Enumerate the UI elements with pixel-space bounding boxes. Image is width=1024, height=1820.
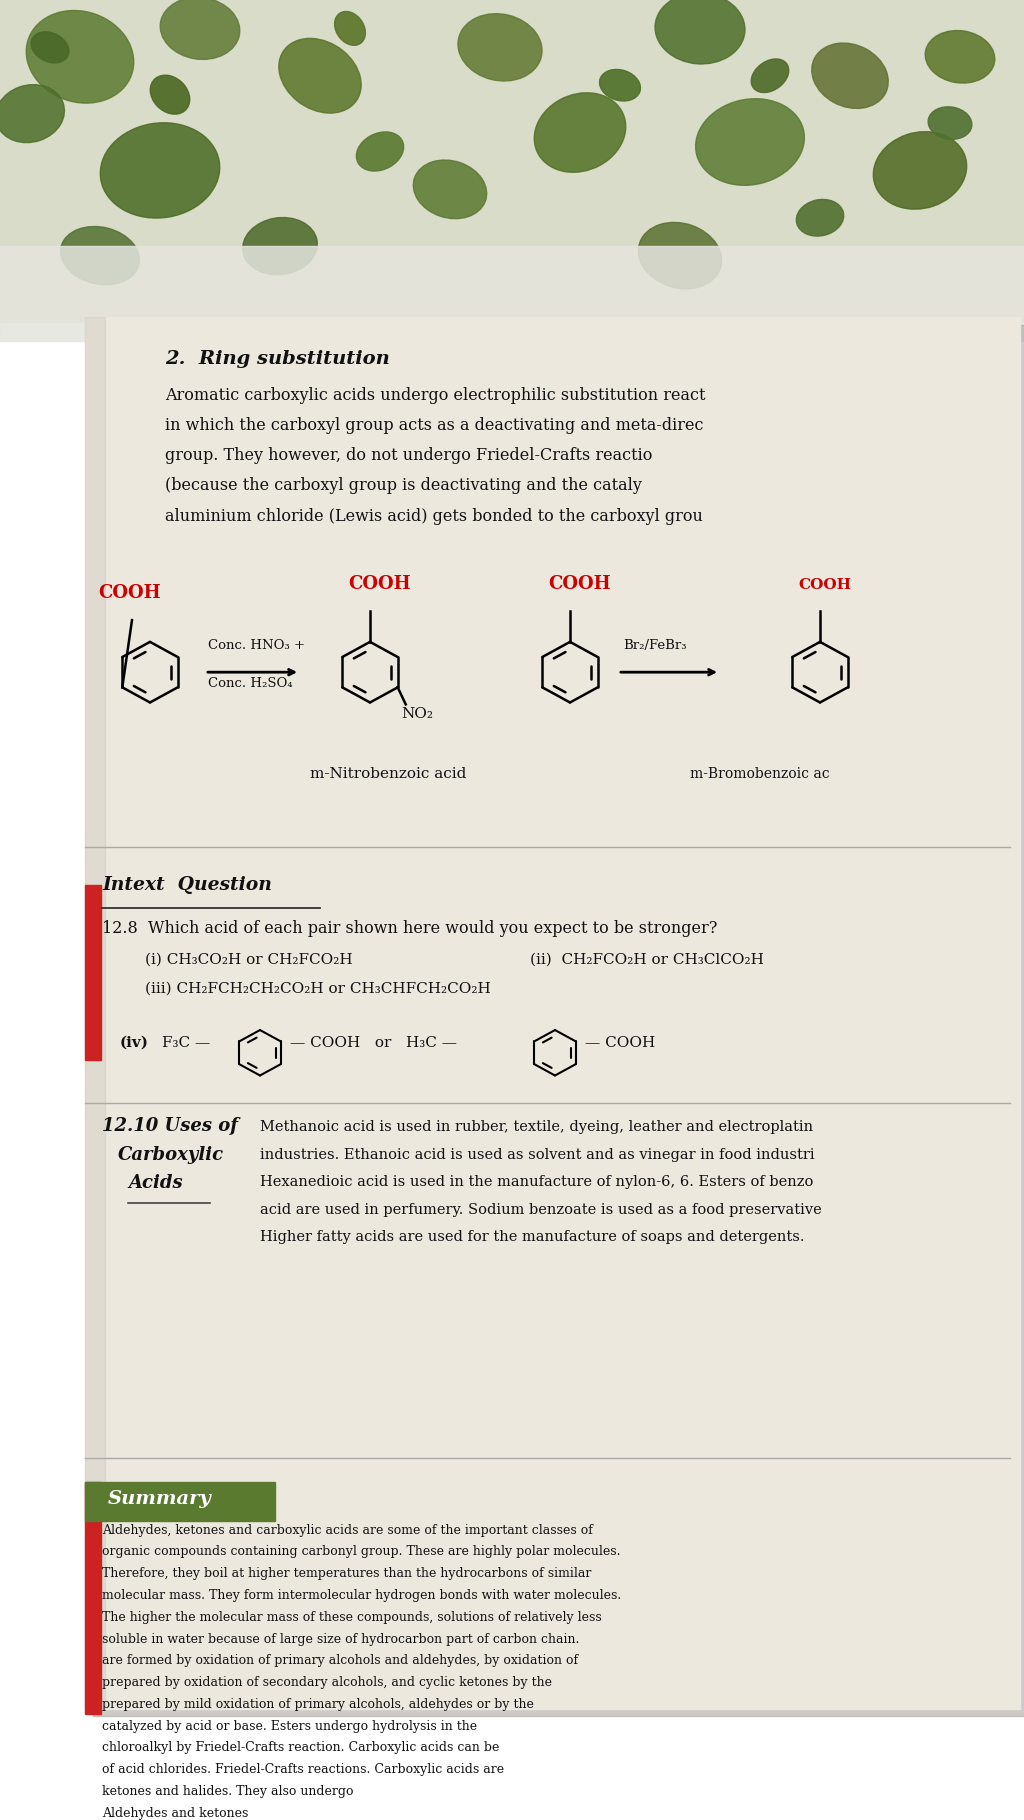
Text: (iv): (iv) xyxy=(120,1036,150,1050)
Bar xyxy=(85,1481,101,1714)
Text: Conc. H₂SO₄: Conc. H₂SO₄ xyxy=(208,677,293,690)
Text: COOH: COOH xyxy=(98,584,161,602)
Text: organic compounds containing carbonyl group. These are highly polar molecules.: organic compounds containing carbonyl gr… xyxy=(102,1545,621,1558)
Ellipse shape xyxy=(752,58,788,93)
Text: Br₂/FeBr₃: Br₂/FeBr₃ xyxy=(623,639,686,652)
Text: m-Bromobenzoic ac: m-Bromobenzoic ac xyxy=(690,768,829,781)
Ellipse shape xyxy=(812,44,888,109)
Text: Conc. HNO₃ +: Conc. HNO₃ + xyxy=(208,639,305,652)
Bar xyxy=(93,324,1024,1716)
Text: Methanoic acid is used in rubber, textile, dyeing, leather and electroplatin: Methanoic acid is used in rubber, textil… xyxy=(260,1121,813,1134)
Ellipse shape xyxy=(279,38,361,113)
Bar xyxy=(85,885,101,1061)
Text: in which the carboxyl group acts as a deactivating and meta-direc: in which the carboxyl group acts as a de… xyxy=(165,417,703,433)
Text: COOH: COOH xyxy=(798,579,851,592)
Text: Acids: Acids xyxy=(128,1174,182,1192)
Text: aluminium chloride (Lewis acid) gets bonded to the carboxyl grou: aluminium chloride (Lewis acid) gets bon… xyxy=(165,508,702,524)
Text: 12.10 Uses of: 12.10 Uses of xyxy=(102,1117,238,1136)
Text: COOH: COOH xyxy=(348,575,411,593)
Ellipse shape xyxy=(60,226,139,284)
Text: of acid chlorides. Friedel-Crafts reactions. Carboxylic acids are: of acid chlorides. Friedel-Crafts reacti… xyxy=(102,1764,504,1776)
Text: ketones and halides. They also undergo: ketones and halides. They also undergo xyxy=(102,1785,353,1798)
Ellipse shape xyxy=(655,0,744,64)
Text: Therefore, they boil at higher temperatures than the hydrocarbons of similar: Therefore, they boil at higher temperatu… xyxy=(102,1567,592,1580)
Ellipse shape xyxy=(335,11,366,46)
Text: Carboxylic: Carboxylic xyxy=(118,1147,224,1163)
Ellipse shape xyxy=(151,75,189,115)
Text: Aldehydes, ketones and carboxylic acids are some of the important classes of: Aldehydes, ketones and carboxylic acids … xyxy=(102,1523,593,1536)
Text: F₃C —: F₃C — xyxy=(162,1036,210,1050)
Text: group. They however, do not undergo Friedel-Crafts reactio: group. They however, do not undergo Frie… xyxy=(165,448,652,464)
Text: Aromatic carboxylic acids undergo electrophilic substitution react: Aromatic carboxylic acids undergo electr… xyxy=(165,386,706,404)
Text: industries. Ethanoic acid is used as solvent and as vinegar in food industri: industries. Ethanoic acid is used as sol… xyxy=(260,1148,815,1161)
Bar xyxy=(85,317,1020,1709)
Text: NO₂: NO₂ xyxy=(401,706,434,721)
Ellipse shape xyxy=(535,93,626,173)
Text: prepared by mild oxidation of primary alcohols, aldehydes or by the: prepared by mild oxidation of primary al… xyxy=(102,1698,534,1711)
Text: (iii) CH₂FCH₂CH₂CO₂H or CH₃CHFCH₂CO₂H: (iii) CH₂FCH₂CH₂CO₂H or CH₃CHFCH₂CO₂H xyxy=(145,981,490,996)
Text: (because the carboxyl group is deactivating and the cataly: (because the carboxyl group is deactivat… xyxy=(165,477,642,495)
Ellipse shape xyxy=(27,11,134,104)
Ellipse shape xyxy=(599,69,640,100)
Text: (i) CH₃CO₂H or CH₂FCO₂H: (i) CH₃CO₂H or CH₂FCO₂H xyxy=(145,954,352,966)
Text: — COOH: — COOH xyxy=(585,1036,655,1050)
Ellipse shape xyxy=(160,0,240,60)
Text: COOH: COOH xyxy=(548,575,610,593)
Text: Higher fatty acids are used for the manufacture of soaps and detergents.: Higher fatty acids are used for the manu… xyxy=(260,1230,805,1245)
Ellipse shape xyxy=(928,107,972,140)
Bar xyxy=(0,0,1024,322)
Text: acid are used in perfumery. Sodium benzoate is used as a food preservative: acid are used in perfumery. Sodium benzo… xyxy=(260,1203,821,1218)
Text: (ii)  CH₂FCO₂H or CH₃ClCO₂H: (ii) CH₂FCO₂H or CH₃ClCO₂H xyxy=(530,954,764,966)
Ellipse shape xyxy=(31,31,69,64)
Ellipse shape xyxy=(414,160,486,218)
Text: 2.  Ring substitution: 2. Ring substitution xyxy=(165,351,390,368)
Text: Summary: Summary xyxy=(108,1491,212,1509)
Bar xyxy=(0,246,1024,340)
Text: m-Nitrobenzoic acid: m-Nitrobenzoic acid xyxy=(310,768,466,781)
Ellipse shape xyxy=(797,200,844,237)
Ellipse shape xyxy=(100,122,220,218)
Text: are formed by oxidation of primary alcohols and aldehydes, by oxidation of: are formed by oxidation of primary alcoh… xyxy=(102,1654,579,1667)
Ellipse shape xyxy=(458,15,542,82)
Text: catalyzed by acid or base. Esters undergo hydrolysis in the: catalyzed by acid or base. Esters underg… xyxy=(102,1720,477,1733)
Text: Aldehydes and ketones: Aldehydes and ketones xyxy=(102,1807,249,1820)
Text: — COOH   or   H₃C —: — COOH or H₃C — xyxy=(290,1036,457,1050)
Text: The higher the molecular mass of these compounds, solutions of relatively less: The higher the molecular mass of these c… xyxy=(102,1611,602,1623)
Text: Hexanedioic acid is used in the manufacture of nylon-6, 6. Esters of benzo: Hexanedioic acid is used in the manufact… xyxy=(260,1176,813,1188)
Text: chloroalkyl by Friedel-Crafts reaction. Carboxylic acids can be: chloroalkyl by Friedel-Crafts reaction. … xyxy=(102,1742,500,1754)
Ellipse shape xyxy=(695,98,805,186)
Text: molecular mass. They form intermolecular hydrogen bonds with water molecules.: molecular mass. They form intermolecular… xyxy=(102,1589,622,1602)
Text: soluble in water because of large size of hydrocarbon part of carbon chain.: soluble in water because of large size o… xyxy=(102,1633,580,1645)
Text: 12.8  Which acid of each pair shown here would you expect to be stronger?: 12.8 Which acid of each pair shown here … xyxy=(102,919,718,937)
Ellipse shape xyxy=(243,218,317,275)
Text: prepared by oxidation of secondary alcohols, and cyclic ketones by the: prepared by oxidation of secondary alcoh… xyxy=(102,1676,552,1689)
Bar xyxy=(85,317,105,1709)
Ellipse shape xyxy=(638,222,722,289)
Ellipse shape xyxy=(926,31,994,84)
Ellipse shape xyxy=(873,131,967,209)
Bar xyxy=(85,1481,275,1522)
Text: Intext  Question: Intext Question xyxy=(102,875,272,894)
Ellipse shape xyxy=(0,84,65,142)
Ellipse shape xyxy=(356,131,403,171)
